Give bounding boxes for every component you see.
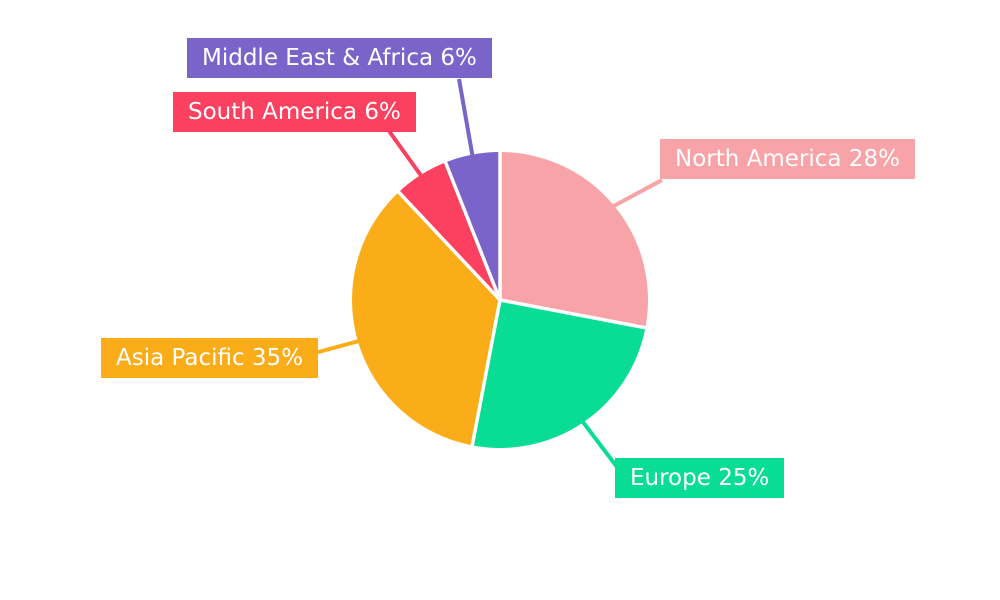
slice-divider [470, 299, 502, 447]
slice-label-north-america: North America 28% [660, 139, 915, 179]
pie-slice-south-america[interactable] [398, 162, 500, 300]
slice-label-asia-pacific: Asia Pacific 35% [101, 338, 319, 378]
slice-label-middle-east-africa: Middle East & Africa 6% [187, 38, 492, 78]
slice-divider [499, 298, 647, 330]
pie-slice-north-america[interactable] [500, 152, 649, 328]
slice-divider [443, 160, 502, 301]
slice-label-south-america: South America 6% [173, 92, 416, 132]
slice-divider [396, 190, 502, 302]
leader-line-south-america [387, 129, 423, 178]
leader-line-middle-east-africa [457, 78, 475, 156]
leader-line-europe [581, 420, 619, 469]
leader-line-north-america [612, 178, 663, 209]
pie-slice-europe[interactable] [472, 300, 646, 448]
slice-label-europe: Europe 25% [615, 458, 785, 498]
pie-slice-asia-pacific[interactable] [351, 192, 500, 446]
